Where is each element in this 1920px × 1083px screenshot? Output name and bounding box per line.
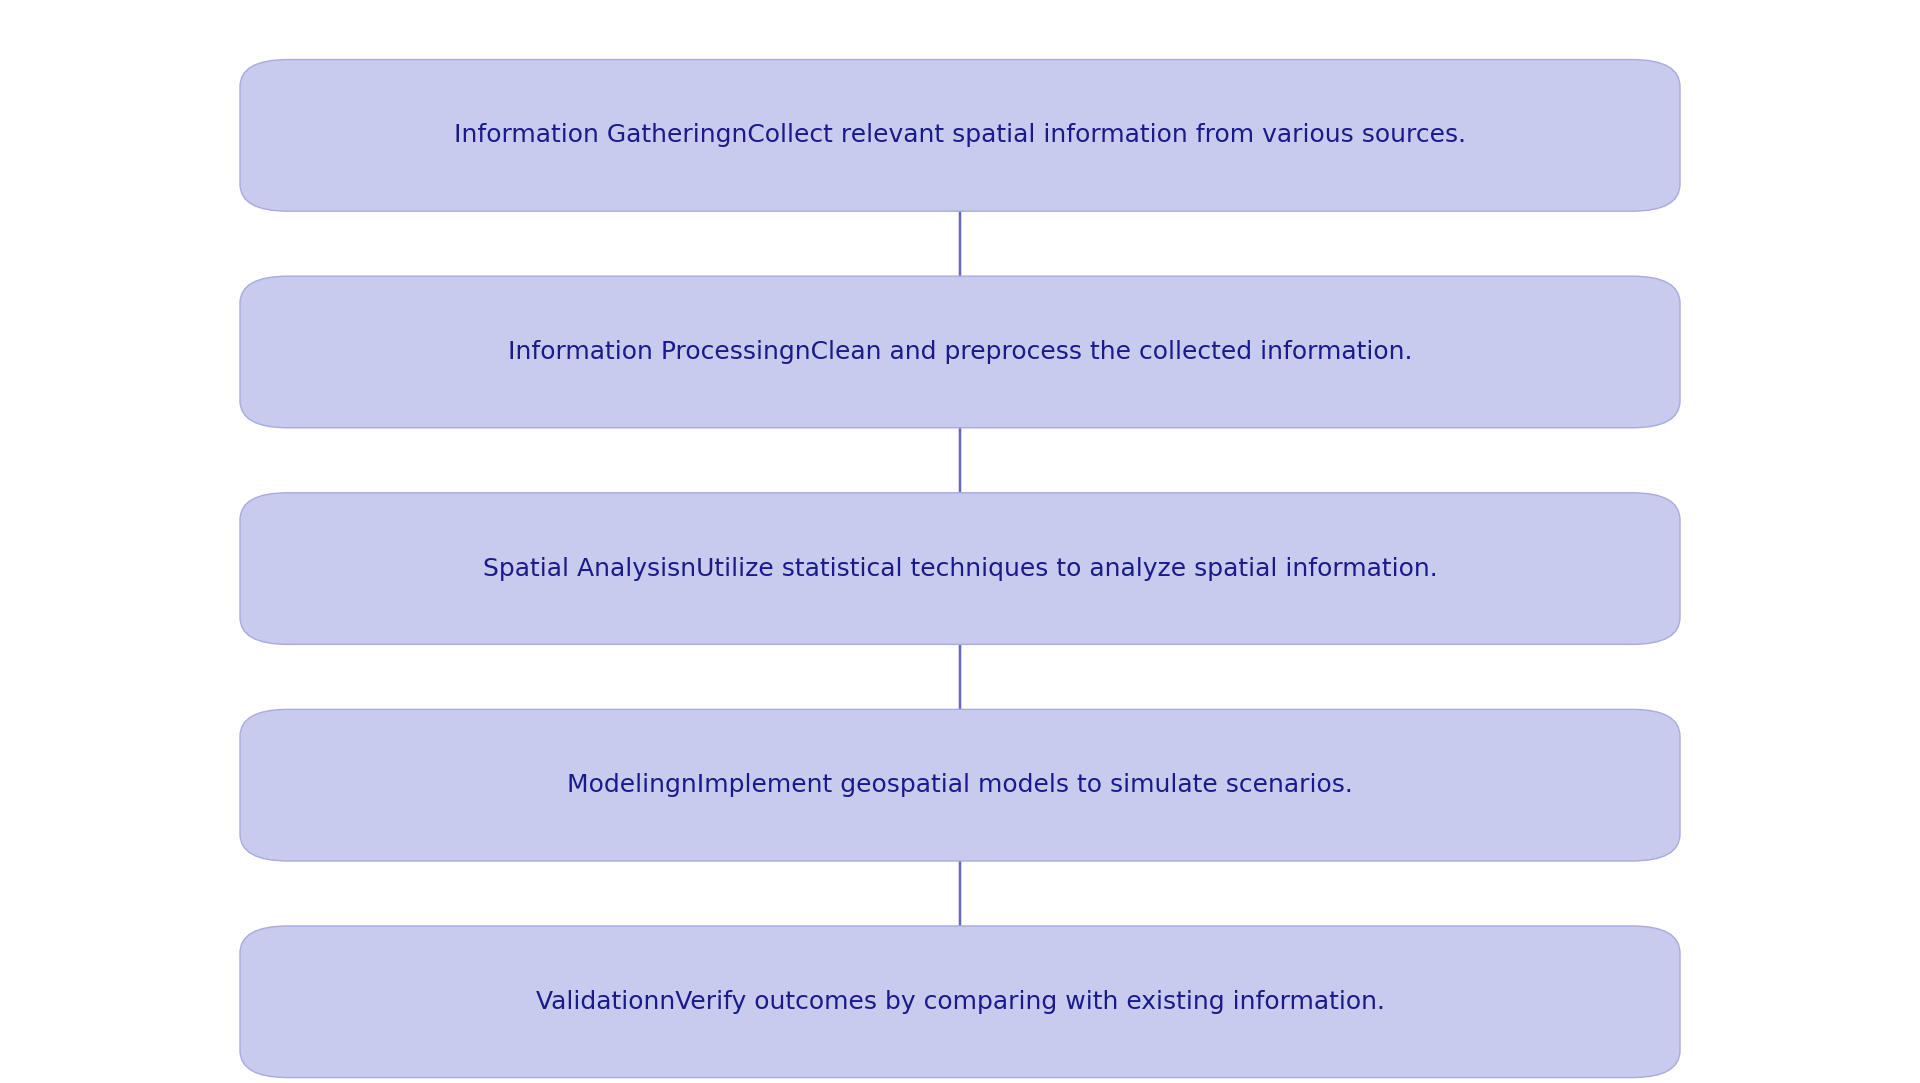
FancyBboxPatch shape <box>240 276 1680 428</box>
Text: ValidationnVerify outcomes by comparing with existing information.: ValidationnVerify outcomes by comparing … <box>536 990 1384 1014</box>
FancyBboxPatch shape <box>240 926 1680 1078</box>
FancyBboxPatch shape <box>240 709 1680 861</box>
FancyBboxPatch shape <box>240 493 1680 644</box>
FancyBboxPatch shape <box>240 60 1680 211</box>
Text: ModelingnImplement geospatial models to simulate scenarios.: ModelingnImplement geospatial models to … <box>566 773 1354 797</box>
Text: Spatial AnalysisnUtilize statistical techniques to analyze spatial information.: Spatial AnalysisnUtilize statistical tec… <box>482 557 1438 580</box>
Text: Information GatheringnCollect relevant spatial information from various sources.: Information GatheringnCollect relevant s… <box>453 123 1467 147</box>
Text: Information ProcessingnClean and preprocess the collected information.: Information ProcessingnClean and preproc… <box>507 340 1413 364</box>
